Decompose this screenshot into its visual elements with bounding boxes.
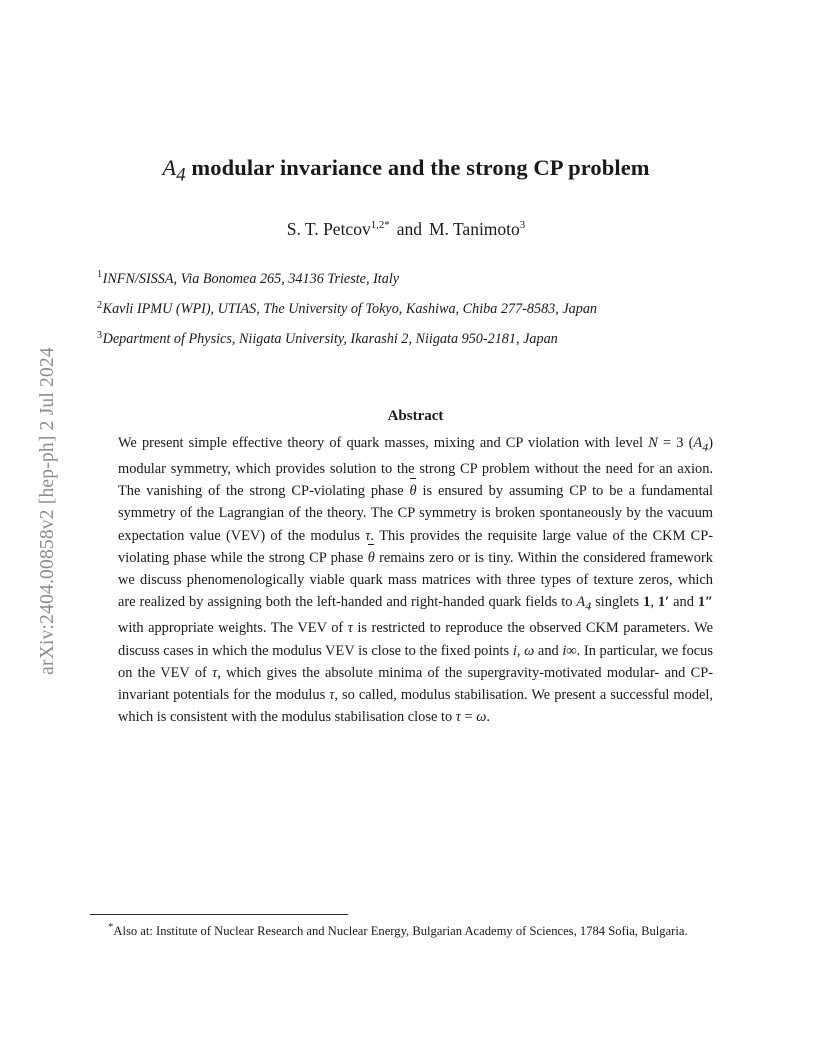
math-barred-theta: θ xyxy=(368,544,375,569)
affiliation-text: Kavli IPMU (WPI), UTIAS, The University … xyxy=(102,301,598,318)
math-bold: 1″ xyxy=(697,594,714,611)
affiliation-text: INFN/SISSA, Via Bonomea 265, 34136 Tries… xyxy=(102,271,400,287)
abstract-text: . In particular, we focus on the VEV of xyxy=(118,642,713,681)
title-rest: modular invariance and the strong CP pro… xyxy=(185,155,650,181)
math-bold: 1 xyxy=(643,594,651,611)
abstract-text: is ensured by assuming CP to be a fundam… xyxy=(118,483,713,544)
footnote-text: Also at: Institute of Nuclear Research a… xyxy=(113,924,688,938)
math-italic: i∞ xyxy=(562,642,577,659)
abstract-text: , xyxy=(650,594,658,611)
math-bold: 1′ xyxy=(657,594,670,611)
abstract-text: = 3 ( xyxy=(657,435,694,451)
math-italic: τ xyxy=(329,686,335,703)
abstract-text: remains zero or is tiny. Within the cons… xyxy=(118,549,713,611)
math-italic: τ xyxy=(365,527,371,544)
author-tanimoto: M. Tanimoto xyxy=(428,219,520,239)
math-italic: A xyxy=(693,435,703,451)
affiliation-item: 1INFN/SISSA, Via Bonomea 265, 34136 Trie… xyxy=(97,270,722,289)
affiliation-marker: 2 xyxy=(97,299,103,311)
author-list: S. T. Petcov1,2* and M. Tanimoto3 xyxy=(96,218,716,242)
page-title: A4 modular invariance and the strong CP … xyxy=(96,153,716,188)
author-petcov: S. T. Petcov xyxy=(286,219,371,239)
affiliation-item: 2Kavli IPMU (WPI), UTIAS, The University… xyxy=(97,300,722,319)
abstract-text: and xyxy=(534,642,563,659)
math-barred-theta: θ xyxy=(410,477,417,502)
abstract-text: = xyxy=(460,709,477,726)
affiliation-marker: 1 xyxy=(97,269,103,281)
math-italic: N xyxy=(648,435,658,451)
footnote-separator-rule xyxy=(90,914,348,915)
abstract-text: We present simple effective theory of qu… xyxy=(118,435,649,451)
abstract-text: . This provides the requisite large valu… xyxy=(118,527,713,566)
math-italic: τ xyxy=(212,664,218,681)
author-tanimoto-affil-marker: 3 xyxy=(519,219,526,232)
abstract-text: . xyxy=(486,709,491,726)
abstract-text: , xyxy=(516,642,525,659)
abstract-text: is restricted to reproduce the observed … xyxy=(118,620,713,659)
abstract-body: We present simple effective theory of qu… xyxy=(118,432,713,728)
abstract-text: , so called, modulus stabilisation. We p… xyxy=(118,686,714,726)
abstract-heading: Abstract xyxy=(387,408,444,424)
abstract-text: with appropriate weights. The VEV of xyxy=(118,620,348,637)
abstract-text: singlets xyxy=(591,594,644,611)
math-italic: ω xyxy=(524,642,535,659)
math-subscript: 4 xyxy=(585,599,592,614)
author-conjunction: and xyxy=(396,219,422,239)
math-italic: A xyxy=(576,594,586,611)
footnote-marker: * xyxy=(108,920,114,933)
footnote: *Also at: Institute of Nuclear Research … xyxy=(90,920,750,941)
math-subscript: 4 xyxy=(702,439,709,454)
abstract-text: and xyxy=(669,594,698,611)
abstract-text: , which gives the absolute minima of the… xyxy=(118,664,714,703)
affiliation-item: 3Department of Physics, Niigata Universi… xyxy=(97,330,722,349)
math-italic: τ xyxy=(455,709,461,726)
affiliation-marker: 3 xyxy=(97,329,103,341)
affiliation-text: Department of Physics, Niigata Universit… xyxy=(102,331,558,348)
author-petcov-affil-marker: 1,2* xyxy=(370,219,390,232)
math-italic: i xyxy=(512,642,517,659)
math-italic: τ xyxy=(347,620,353,637)
math-italic: ω xyxy=(476,709,487,726)
title-math-symbol: A4 xyxy=(162,155,186,186)
abstract-paragraph: We present simple effective theory of qu… xyxy=(118,432,713,728)
abstract-text: ) modular symmetry, which provides solut… xyxy=(118,435,713,500)
affiliation-list: 1INFN/SISSA, Via Bonomea 265, 34136 Trie… xyxy=(97,270,722,361)
